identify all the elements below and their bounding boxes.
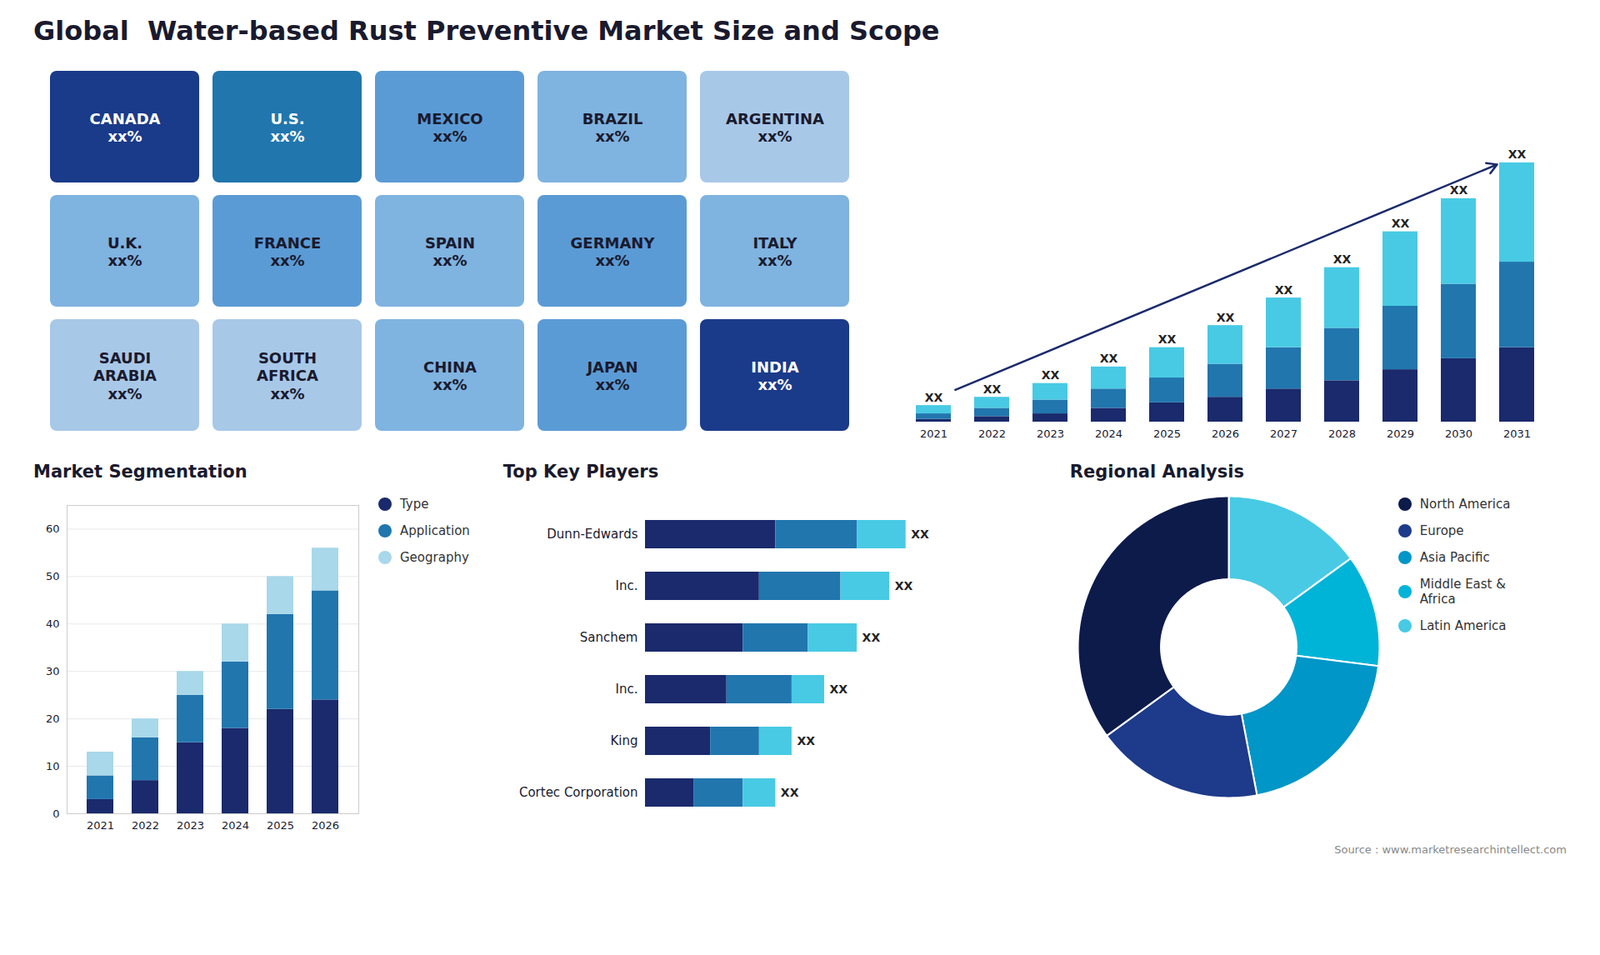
- svg-text:2030: 2030: [1445, 427, 1473, 440]
- svg-text:2022: 2022: [978, 427, 1006, 440]
- html-text:Geography: Geography: [400, 550, 469, 565]
- svg-text:50: 50: [45, 570, 60, 583]
- svg-text:U.K.xx%: U.K.xx%: [107, 234, 143, 270]
- svg-text:XX: XX: [829, 682, 848, 696]
- svg-text:2024: 2024: [1095, 427, 1123, 440]
- html-text:Latin America: Latin America: [1419, 618, 1507, 634]
- svg-text:60: 60: [45, 522, 60, 535]
- svg-text:Sanchem: Sanchem: [579, 630, 638, 645]
- svg-text:CHINAxx%: CHINAxx%: [423, 358, 477, 395]
- svg-text:2025: 2025: [266, 819, 295, 832]
- svg-text:XX: XX: [1275, 283, 1294, 297]
- svg-text:2029: 2029: [1386, 427, 1415, 440]
- svg-text:2021: 2021: [86, 819, 115, 832]
- svg-text:Inc.: Inc.: [615, 681, 638, 697]
- svg-text:XX: XX: [780, 785, 800, 800]
- svg-text:XX: XX: [1158, 332, 1177, 346]
- html-text:Application: Application: [400, 523, 470, 539]
- svg-text:2027: 2027: [1270, 427, 1298, 440]
- svg-text:10: 10: [45, 760, 60, 773]
- svg-text:Inc.: Inc.: [615, 578, 638, 594]
- html-text:Asia Pacific: Asia Pacific: [1419, 550, 1490, 565]
- svg-text:ITALYxx%: ITALYxx%: [752, 234, 798, 270]
- svg-text:Cortec Corporation: Cortec Corporation: [519, 785, 639, 800]
- svg-text:30: 30: [45, 665, 60, 678]
- html-text:Global Water-based Rust Preven: Global Water-based Rust Preventive Marke…: [33, 15, 940, 47]
- svg-text:2024: 2024: [221, 819, 250, 832]
- svg-text:2026: 2026: [311, 819, 340, 832]
- svg-text:King: King: [610, 733, 638, 749]
- svg-text:SPAINxx%: SPAINxx%: [425, 234, 475, 270]
- svg-text:ARGENTINAxx%: ARGENTINAxx%: [725, 110, 825, 146]
- svg-text:FRANCExx%: FRANCExx%: [254, 234, 322, 270]
- svg-text:2023: 2023: [176, 819, 205, 832]
- svg-text:2025: 2025: [1153, 427, 1181, 440]
- svg-text:JAPANxx%: JAPANxx%: [585, 358, 638, 395]
- svg-text:XX: XX: [894, 579, 913, 593]
- svg-text:2021: 2021: [920, 427, 948, 440]
- svg-text:U.S.xx%: U.S.xx%: [270, 110, 305, 146]
- svg-text:XX: XX: [1333, 252, 1352, 266]
- svg-text:0: 0: [52, 807, 60, 820]
- svg-text:XX: XX: [925, 390, 944, 405]
- html-text:Type: Type: [400, 496, 429, 512]
- html-text:Middle East & Africa: Middle East & Africa: [1419, 576, 1506, 607]
- svg-text:XX: XX: [1391, 216, 1410, 230]
- svg-text:XX: XX: [983, 382, 1002, 396]
- svg-text:XX: XX: [1508, 147, 1527, 161]
- svg-text:BRAZILxx%: BRAZILxx%: [582, 110, 644, 146]
- svg-text:2026: 2026: [1211, 427, 1240, 440]
- svg-text:SAUDIARABIAxx%: SAUDIARABIAxx%: [93, 349, 157, 403]
- html-text:Market Segmentation: Market Segmentation: [33, 461, 248, 482]
- html-text:Regional Analysis: Regional Analysis: [1069, 461, 1245, 482]
- svg-text:2031: 2031: [1503, 427, 1531, 440]
- svg-text:XX: XX: [796, 734, 815, 748]
- svg-text:XX: XX: [1450, 183, 1469, 197]
- html-text:Top Key Players: Top Key Players: [503, 461, 659, 482]
- svg-text:XX: XX: [1041, 368, 1060, 382]
- svg-text:XX: XX: [910, 527, 930, 541]
- svg-text:20: 20: [45, 712, 60, 725]
- svg-text:GERMANYxx%: GERMANYxx%: [570, 234, 656, 270]
- svg-text:XX: XX: [1100, 351, 1119, 365]
- html-text:Europe: Europe: [1419, 523, 1464, 539]
- svg-text:2022: 2022: [131, 819, 160, 832]
- svg-text:XX: XX: [1216, 310, 1235, 325]
- svg-text:40: 40: [45, 617, 60, 630]
- svg-text:CANADAxx%: CANADAxx%: [89, 110, 160, 146]
- svg-text:XX: XX: [861, 630, 880, 645]
- html-text:North America: North America: [1419, 496, 1511, 512]
- svg-text:MEXICOxx%: MEXICOxx%: [416, 110, 483, 146]
- svg-text:2028: 2028: [1328, 427, 1356, 440]
- svg-text:INDIAxx%: INDIAxx%: [750, 358, 799, 395]
- html-text:Source : www.marketresearchint: Source : www.marketresearchintellect.com: [1334, 843, 1567, 856]
- svg-text:2023: 2023: [1036, 427, 1065, 440]
- svg-text:Dunn-Edwards: Dunn-Edwards: [546, 526, 638, 542]
- svg-text:SOUTHAFRICAxx%: SOUTHAFRICAxx%: [256, 349, 319, 403]
